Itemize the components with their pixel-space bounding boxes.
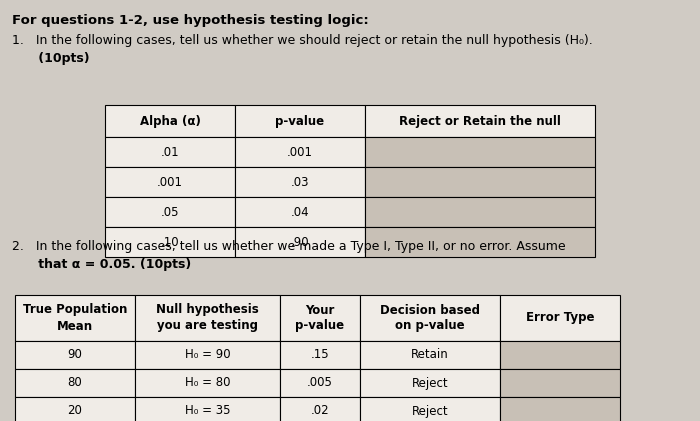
Bar: [105, 105, 235, 137]
Bar: [500, 369, 620, 397]
Bar: [235, 137, 365, 167]
Bar: [235, 105, 365, 137]
Bar: [500, 397, 620, 421]
Bar: [280, 369, 360, 397]
Text: Error Type: Error Type: [526, 312, 594, 325]
Bar: [105, 197, 235, 227]
Text: Reject or Retain the null: Reject or Retain the null: [399, 115, 561, 128]
Bar: [105, 227, 235, 257]
Text: True Population
Mean: True Population Mean: [23, 304, 127, 333]
Bar: [365, 227, 595, 257]
Text: Reject: Reject: [412, 376, 448, 389]
Bar: [135, 295, 280, 341]
Bar: [365, 105, 595, 137]
Text: Null hypothesis
you are testing: Null hypothesis you are testing: [156, 304, 259, 333]
Text: .90: .90: [290, 235, 309, 248]
Text: .02: .02: [311, 405, 329, 418]
Bar: [360, 369, 500, 397]
Text: .05: .05: [161, 205, 179, 218]
Bar: [235, 197, 365, 227]
Text: Retain: Retain: [411, 349, 449, 362]
Text: .005: .005: [307, 376, 333, 389]
Text: 80: 80: [68, 376, 83, 389]
Bar: [105, 137, 235, 167]
Bar: [280, 397, 360, 421]
Bar: [280, 341, 360, 369]
Text: 90: 90: [68, 349, 83, 362]
Text: .001: .001: [157, 176, 183, 189]
Bar: [135, 369, 280, 397]
Bar: [135, 397, 280, 421]
Bar: [365, 167, 595, 197]
Bar: [105, 167, 235, 197]
Text: 2.   In the following cases, tell us whether we made a Type I, Type II, or no er: 2. In the following cases, tell us wheth…: [12, 240, 566, 253]
Text: .10: .10: [161, 235, 179, 248]
Text: Alpha (α): Alpha (α): [139, 115, 200, 128]
Text: Decision based
on p-value: Decision based on p-value: [380, 304, 480, 333]
Text: .15: .15: [311, 349, 329, 362]
Text: 1.   In the following cases, tell us whether we should reject or retain the null: 1. In the following cases, tell us wheth…: [12, 34, 593, 47]
Text: For questions 1-2, use hypothesis testing logic:: For questions 1-2, use hypothesis testin…: [12, 14, 369, 27]
Text: .001: .001: [287, 146, 313, 158]
Bar: [365, 197, 595, 227]
Text: H₀ = 80: H₀ = 80: [185, 376, 230, 389]
Text: H₀ = 35: H₀ = 35: [185, 405, 230, 418]
Text: H₀ = 90: H₀ = 90: [185, 349, 230, 362]
Text: .04: .04: [290, 205, 309, 218]
Bar: [365, 137, 595, 167]
Bar: [360, 295, 500, 341]
Bar: [500, 341, 620, 369]
Bar: [500, 295, 620, 341]
Text: .01: .01: [161, 146, 179, 158]
Bar: [15, 341, 135, 369]
Text: that α = 0.05. (10pts): that α = 0.05. (10pts): [12, 258, 191, 271]
Bar: [360, 397, 500, 421]
Bar: [15, 295, 135, 341]
Text: Reject: Reject: [412, 405, 448, 418]
Bar: [360, 341, 500, 369]
Text: Your
p-value: Your p-value: [295, 304, 344, 333]
Text: .03: .03: [290, 176, 309, 189]
Text: p-value: p-value: [275, 115, 325, 128]
Text: 20: 20: [68, 405, 83, 418]
Bar: [135, 341, 280, 369]
Bar: [280, 295, 360, 341]
Bar: [235, 167, 365, 197]
Bar: [235, 227, 365, 257]
Bar: [15, 397, 135, 421]
Text: (10pts): (10pts): [12, 52, 90, 65]
Bar: [15, 369, 135, 397]
